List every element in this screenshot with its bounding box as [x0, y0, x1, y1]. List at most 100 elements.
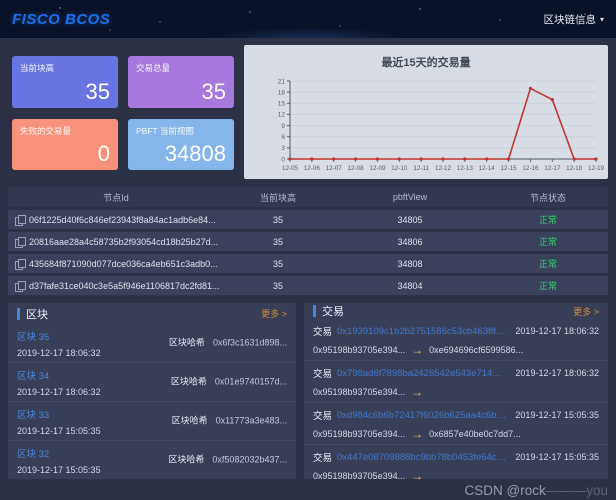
- transaction-list-item: 交易 0x447e08709888bc9bb78b0453fe64ccd79..…: [304, 444, 608, 486]
- copy-icon[interactable]: [15, 236, 26, 248]
- stat-label: PBFT 当前视图: [136, 125, 194, 136]
- column-header-pbft-view: pbftView: [392, 192, 428, 202]
- block-hash: 0x01e9740157d...: [214, 375, 287, 386]
- svg-text:12-07: 12-07: [326, 165, 343, 172]
- block-number-link[interactable]: 区块 35: [17, 332, 50, 343]
- arrow-right-icon: →: [411, 469, 424, 483]
- block-number-link[interactable]: 区块 32: [17, 449, 50, 460]
- copy-icon[interactable]: [15, 214, 26, 226]
- node-block-height: 35: [272, 214, 283, 225]
- block-hash-label: 区块哈希: [171, 415, 208, 426]
- transactions-panel-header: 交易 更多 >: [304, 303, 608, 319]
- transaction-list-item: 交易 0x798ad6f7898ba2426542e543e714a45322.…: [304, 360, 608, 402]
- top-header: FISCO BCOS 区块链信息 ▾: [0, 0, 616, 38]
- dropdown-label: 区块链信息: [543, 13, 596, 26]
- node-id: 20816aae28a4c58735b2f93054cd18b25b27d...: [29, 236, 219, 247]
- status-badge: 正常: [538, 281, 557, 291]
- stats-grid: 当前块高 35 交易总量 35 失败的交易量 0 PBFT 当前视图 34808: [8, 45, 236, 179]
- block-hash-label: 区块哈希: [170, 376, 207, 387]
- table-row: 06f1225d40f6c846ef23943f8a84ac1adb6e84..…: [8, 210, 608, 229]
- chevron-down-icon: ▾: [599, 14, 604, 24]
- stat-card-pbft-view: PBFT 当前视图 34808: [128, 118, 234, 170]
- table-row: 435684f871090d077dce036ca4eb651c3adb0...…: [8, 254, 608, 273]
- block-number-link[interactable]: 区块 34: [17, 371, 50, 382]
- transaction-hash-link[interactable]: 0x798ad6f7898ba2426542e543e714a45322...: [337, 367, 507, 379]
- transaction-to-address: 0x6857e40be0c7dd7...: [429, 429, 521, 439]
- node-block-height: 35: [272, 236, 283, 247]
- stat-card-current-block-height: 当前块高 35: [12, 56, 118, 108]
- transaction-from-address: 0x95198b93705e394...: [313, 387, 406, 397]
- transaction-timestamp: 2019-12-17 15:05:35: [515, 452, 599, 462]
- status-badge: 正常: [538, 237, 557, 247]
- transaction-hash-link[interactable]: 0xd984c6b6b72417f6026b625aa4c6bc7ef1...: [337, 409, 507, 421]
- transaction-from-address: 0x95198b93705e394...: [313, 471, 406, 481]
- transaction-label: 交易: [313, 369, 333, 380]
- arrow-right-icon: →: [411, 427, 424, 441]
- transactions-more-link[interactable]: 更多 >: [573, 306, 599, 317]
- block-timestamp: 2019-12-17 15:05:35: [17, 426, 101, 436]
- transactions-panel: 交易 更多 > 交易 0x1939109c1b2b2751586c53cb463…: [304, 303, 608, 482]
- transaction-hash-link[interactable]: 0x1939109c1b2b2751586c53cb463f8d86b6...: [337, 325, 507, 337]
- table-row: d37fafe31ce040c3e5a5f946e1106817dc2fd81.…: [8, 276, 608, 295]
- blocks-more-link[interactable]: 更多 >: [261, 309, 287, 319]
- svg-text:12-19: 12-19: [588, 165, 605, 172]
- blocks-panel: 区块 更多 > 区块 35 2019-12-17 18:06:32 区块哈希 0…: [8, 303, 296, 479]
- stat-value: 35: [201, 78, 226, 104]
- transaction-list-item: 交易 0x1939109c1b2b2751586c53cb463f8d86b6.…: [304, 319, 608, 360]
- svg-text:12-08: 12-08: [348, 165, 365, 172]
- column-header-block-height: 当前块高: [259, 192, 296, 203]
- arrow-right-icon: →: [411, 343, 424, 357]
- node-table: 节点Id 当前块高 pbftView 节点状态 06f1225d40f6c846…: [8, 187, 608, 295]
- transaction-timestamp: 2019-12-17 18:06:32: [515, 368, 599, 378]
- svg-text:12-14: 12-14: [479, 165, 496, 172]
- block-hash: 0xf5082032b437...: [212, 453, 287, 464]
- blocks-panel-header: 区块 更多 >: [8, 303, 296, 324]
- stat-value: 34808: [164, 141, 226, 166]
- copy-icon[interactable]: [15, 280, 26, 292]
- node-pbft-view: 34806: [397, 236, 423, 247]
- table-header-row: 节点Id 当前块高 pbftView 节点状态: [8, 187, 608, 207]
- transaction-hash-link[interactable]: 0x447e08709888bc9bb78b0453fe64ccd79...: [337, 451, 508, 463]
- column-header-node-id: 节点Id: [103, 192, 129, 203]
- transaction-label: 交易: [313, 327, 333, 338]
- block-number-link[interactable]: 区块 33: [17, 410, 50, 421]
- node-pbft-view: 34804: [397, 280, 423, 291]
- arrow-right-icon: →: [411, 385, 424, 399]
- line-chart: 0 3 6 9 12 15 18 21 12-05 12-06 12-07 12-08 12-09 12-…: [278, 78, 605, 172]
- node-block-height: 35: [272, 258, 283, 269]
- stat-label: 当前块高: [20, 63, 55, 73]
- transaction-to-address: 0xe694696cf6599586...: [429, 345, 524, 355]
- svg-text:15: 15: [278, 101, 286, 108]
- blockchain-info-dropdown[interactable]: 区块链信息 ▾: [543, 12, 604, 27]
- block-hash-label: 区块哈希: [168, 337, 205, 348]
- stat-label: 交易总量: [136, 63, 171, 73]
- node-id: d37fafe31ce040c3e5a5f946e1106817dc2fd81.…: [29, 280, 220, 291]
- csdn-watermark: CSDN @rock———you: [464, 483, 609, 498]
- svg-text:12-15: 12-15: [501, 165, 518, 172]
- stat-label: 失败的交易量: [20, 125, 72, 136]
- table-row: 20816aae28a4c58735b2f93054cd18b25b27d...…: [8, 232, 608, 251]
- transactions-panel-title: 交易: [322, 306, 344, 318]
- block-timestamp: 2019-12-17 18:06:32: [17, 348, 101, 358]
- block-list-item: 区块 35 2019-12-17 18:06:32 区块哈希 0x6f3c163…: [8, 324, 296, 362]
- svg-text:12: 12: [278, 112, 286, 119]
- transaction-timestamp: 2019-12-17 18:06:32: [515, 326, 599, 336]
- svg-text:12-18: 12-18: [566, 165, 583, 172]
- blocks-panel-title: 区块: [26, 308, 48, 321]
- fisco-bcos-logo[interactable]: FISCO BCOS: [12, 10, 111, 28]
- transactions-chart-panel: 最近15天的交易量 0 3 6 9 12 15 18 21 12-05 12-06 12-07 12-…: [244, 45, 608, 179]
- block-hash: 0x11773a3e483...: [215, 414, 287, 425]
- block-list-item: 区块 33 2019-12-17 15:05:35 区块哈希 0x11773a3…: [8, 401, 296, 440]
- svg-text:12-09: 12-09: [369, 165, 386, 172]
- stat-card-failed-transactions: 失败的交易量 0: [12, 118, 118, 170]
- svg-text:12-05: 12-05: [282, 165, 299, 172]
- node-block-height: 35: [272, 280, 283, 291]
- svg-text:6: 6: [281, 134, 285, 141]
- column-header-node-status: 节点状态: [529, 192, 566, 203]
- copy-icon[interactable]: [15, 258, 26, 270]
- status-badge: 正常: [538, 259, 557, 269]
- chart-title: 最近15天的交易量: [381, 57, 471, 69]
- transaction-timestamp: 2019-12-17 15:05:35: [515, 410, 599, 420]
- main-content: 当前块高 35 交易总量 35 失败的交易量 0 PBFT 当前视图 34808…: [0, 38, 616, 482]
